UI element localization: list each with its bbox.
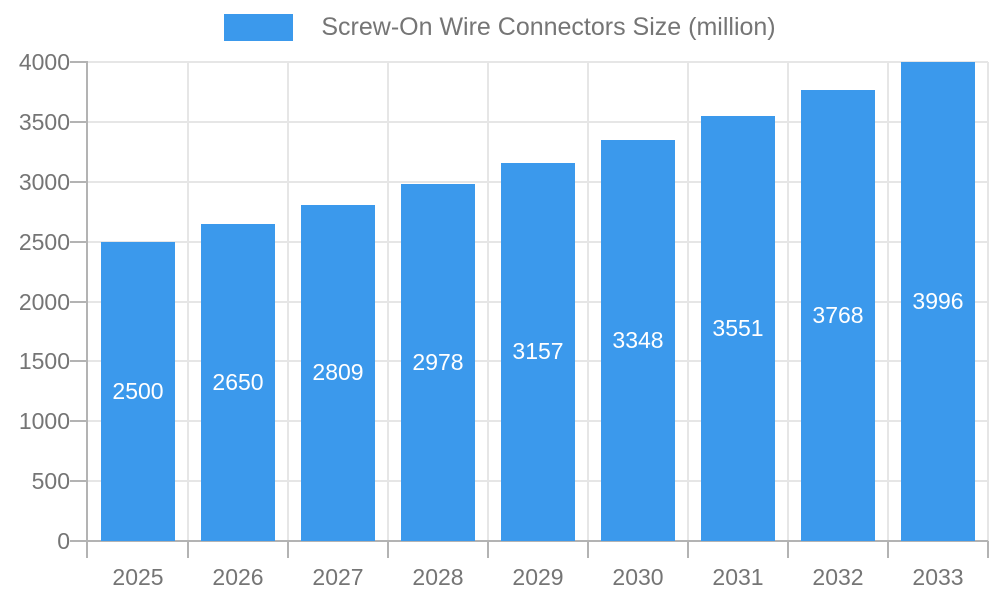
bar[interactable]: 3157 (501, 162, 575, 541)
bar-value-label: 3551 (712, 314, 764, 341)
gridline-vertical (887, 62, 889, 541)
y-tick (70, 360, 88, 363)
y-axis-label: 500 (31, 468, 70, 495)
x-axis-label: 2025 (112, 564, 164, 590)
y-axis-label: 0 (57, 528, 70, 554)
bar[interactable]: 2978 (401, 184, 475, 541)
y-axis-label: 3500 (18, 108, 70, 135)
bar[interactable]: 3768 (801, 89, 875, 541)
bar-value-label: 3996 (912, 288, 964, 315)
y-axis-label: 2500 (18, 228, 70, 255)
y-axis-label: 2000 (18, 288, 70, 315)
x-axis-label: 2026 (212, 564, 264, 590)
bar-value-label: 2978 (412, 349, 464, 376)
x-tick (187, 541, 189, 558)
legend-swatch (224, 14, 294, 41)
gridline-vertical (487, 62, 489, 541)
y-tick (70, 300, 88, 303)
y-tick (70, 480, 88, 483)
gridline-vertical (687, 62, 689, 541)
bar-value-label: 3348 (612, 327, 664, 354)
y-tick (70, 120, 88, 123)
bar-value-label: 2650 (212, 368, 264, 395)
y-tick (70, 240, 88, 243)
y-axis-line (86, 62, 88, 558)
y-tick (70, 61, 88, 63)
y-axis-label: 4000 (18, 49, 70, 75)
bar[interactable]: 2500 (101, 241, 175, 541)
x-axis-label: 2029 (512, 564, 564, 590)
bar[interactable]: 3551 (701, 115, 775, 541)
bar[interactable]: 2650 (201, 223, 275, 541)
y-tick (70, 540, 88, 542)
x-tick (787, 541, 789, 558)
y-axis-label: 1000 (18, 408, 70, 435)
gridline-vertical (387, 62, 389, 541)
bar[interactable]: 3348 (601, 140, 675, 541)
y-tick (70, 180, 88, 183)
legend[interactable]: Screw-On Wire Connectors Size (million) (0, 13, 1000, 42)
gridline-vertical (187, 62, 189, 541)
gridline-horizontal (88, 120, 988, 123)
bar-value-label: 2500 (112, 377, 164, 404)
y-axis-label: 1500 (18, 348, 70, 375)
bar[interactable]: 2809 (301, 204, 375, 541)
bar-value-label: 3768 (812, 301, 864, 328)
gridline-vertical (587, 62, 589, 541)
x-axis-label: 2032 (812, 564, 864, 590)
gridline-vertical (987, 62, 989, 541)
x-tick (687, 541, 689, 558)
x-axis-label: 2030 (612, 564, 664, 590)
gridline-vertical (787, 62, 789, 541)
bar-value-label: 3157 (512, 338, 564, 365)
x-axis-label: 2027 (312, 564, 364, 590)
bar-value-label: 2809 (312, 359, 364, 386)
x-tick (287, 541, 289, 558)
y-axis-label: 3000 (18, 168, 70, 195)
x-tick (987, 541, 989, 558)
x-axis-line (86, 540, 988, 542)
x-tick (587, 541, 589, 558)
x-tick (887, 541, 889, 558)
legend-label: Screw-On Wire Connectors Size (million) (321, 13, 776, 41)
x-tick (487, 541, 489, 558)
x-axis-label: 2028 (412, 564, 464, 590)
gridline-horizontal (88, 61, 988, 63)
x-axis-label: 2031 (712, 564, 764, 590)
x-axis-label: 2033 (912, 564, 964, 590)
y-tick (70, 420, 88, 423)
gridline-vertical (287, 62, 289, 541)
bar[interactable]: 3996 (901, 62, 975, 541)
x-tick (387, 541, 389, 558)
